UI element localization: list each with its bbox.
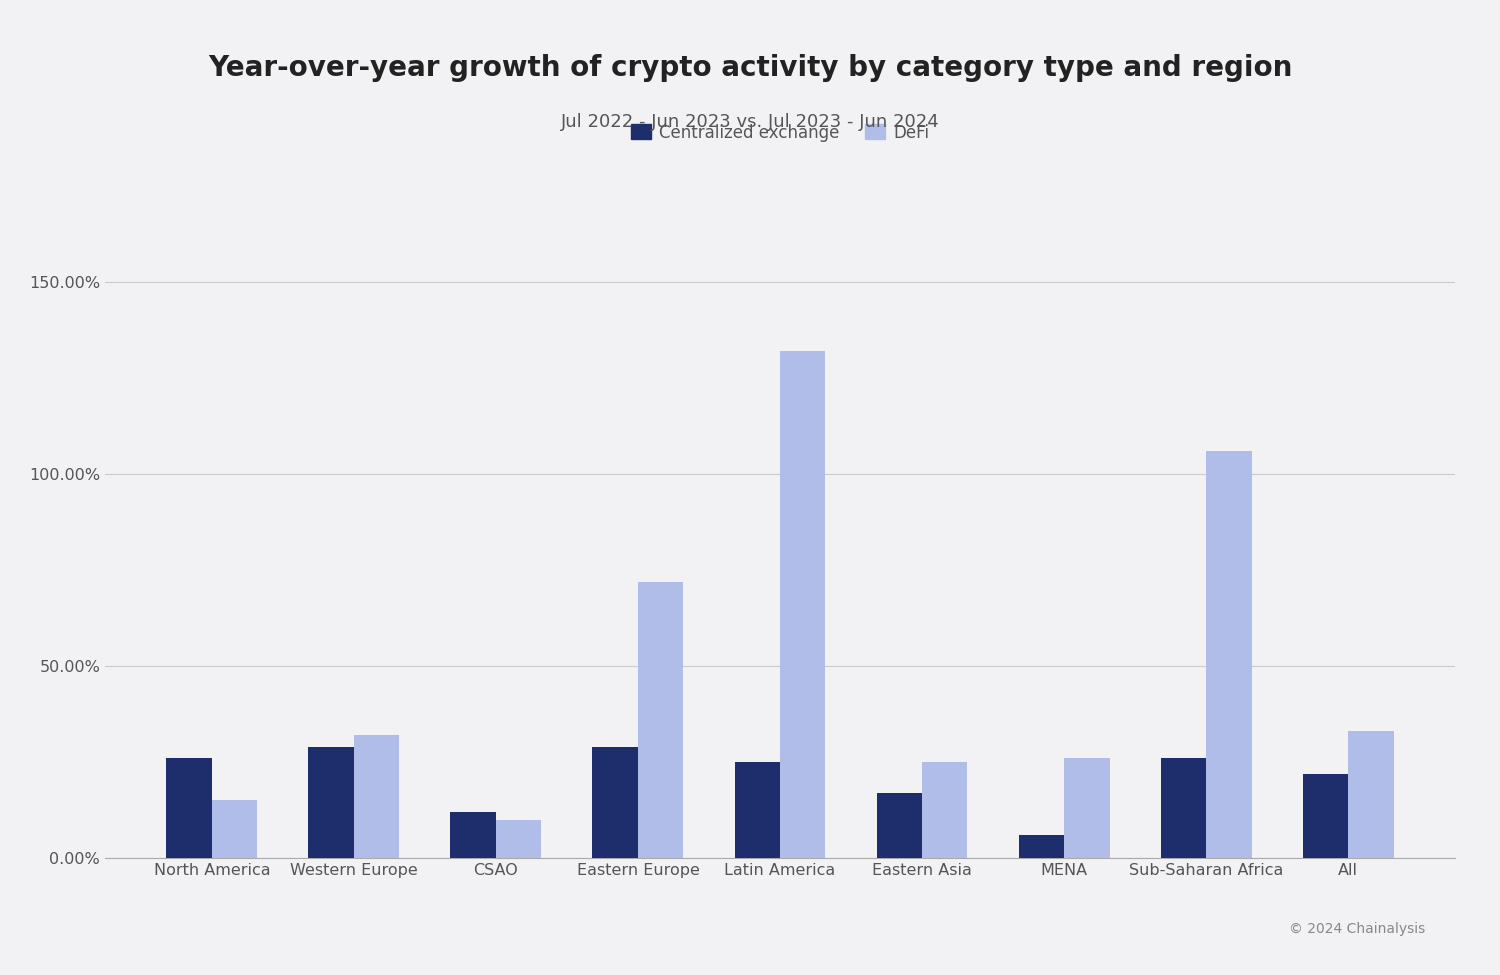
Bar (1302, 773, 1348, 858)
Bar (1206, 451, 1251, 858)
Bar (1064, 759, 1110, 858)
Bar (876, 793, 922, 858)
Bar (780, 351, 825, 858)
Bar (922, 762, 968, 858)
Bar (1348, 731, 1394, 858)
Bar (496, 820, 542, 858)
Bar (735, 762, 780, 858)
Text: Year-over-year growth of crypto activity by category type and region: Year-over-year growth of crypto activity… (209, 55, 1292, 82)
Text: © 2024 Chainalysis: © 2024 Chainalysis (1288, 922, 1425, 936)
Bar (638, 581, 684, 858)
Bar (1019, 835, 1064, 858)
Bar (450, 812, 497, 858)
Bar (211, 800, 258, 858)
Text: Jul 2022 - Jun 2023 vs. Jul 2023 - Jun 2024: Jul 2022 - Jun 2023 vs. Jul 2023 - Jun 2… (561, 113, 939, 131)
Bar (166, 759, 211, 858)
Bar (592, 747, 638, 858)
Legend: Centralized exchange, DeFi: Centralized exchange, DeFi (624, 117, 936, 148)
Bar (309, 747, 354, 858)
Bar (1161, 759, 1206, 858)
Bar (354, 735, 399, 858)
